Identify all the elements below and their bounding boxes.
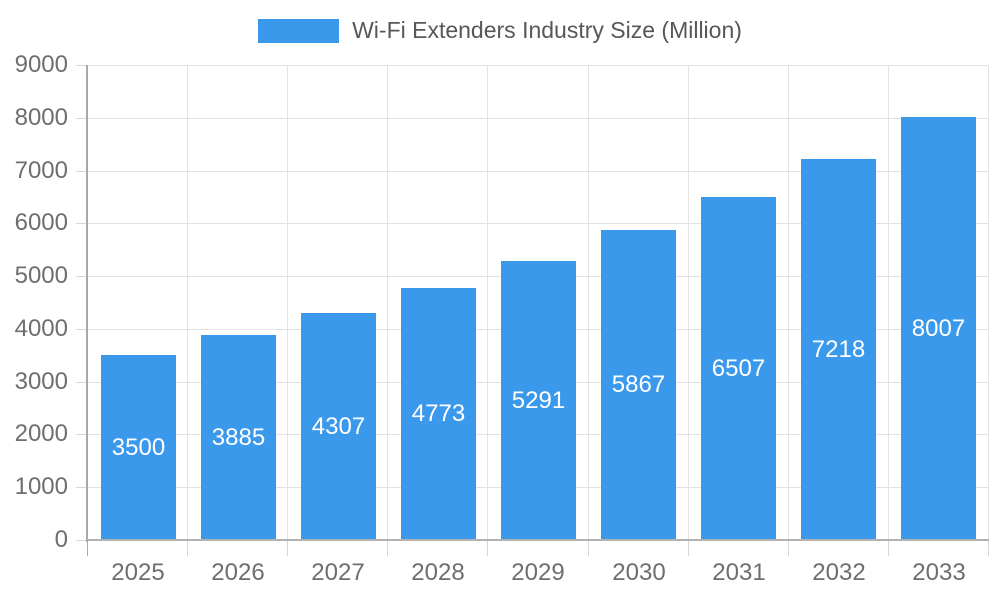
x-tick-label: 2029 <box>511 559 565 586</box>
x-tick-label: 2028 <box>411 559 465 586</box>
grid-line-horizontal <box>88 65 989 66</box>
grid-line-vertical <box>187 65 188 540</box>
y-axis-tick <box>76 223 88 224</box>
x-axis-tick <box>287 540 288 556</box>
x-axis-tick <box>788 540 789 556</box>
x-axis-tick <box>187 540 188 556</box>
x-axis-tick <box>688 540 689 556</box>
y-tick-label: 0 <box>54 526 68 553</box>
y-axis-tick <box>76 171 88 172</box>
legend-swatch <box>258 18 340 43</box>
bar-value-label: 3885 <box>211 423 266 451</box>
bar: 5867 <box>601 230 676 540</box>
y-axis-tick <box>76 329 88 330</box>
bar-value-label: 5291 <box>511 386 566 414</box>
y-axis-tick <box>76 487 88 488</box>
bar: 4307 <box>301 313 376 540</box>
grid-line-vertical <box>788 65 789 540</box>
grid-line-vertical <box>888 65 889 540</box>
y-tick-label: 5000 <box>14 262 68 289</box>
y-axis-tick <box>76 118 88 119</box>
bar: 7218 <box>801 159 876 540</box>
bar-value-label: 4307 <box>311 412 366 440</box>
x-tick-label: 2033 <box>912 559 966 586</box>
x-axis-tick <box>888 540 889 556</box>
y-tick-label: 1000 <box>14 473 68 500</box>
y-axis-tick <box>76 540 88 541</box>
bar: 3885 <box>201 335 276 540</box>
bar: 6507 <box>701 197 776 540</box>
x-axis-tick <box>588 540 589 556</box>
bar: 4773 <box>401 288 476 540</box>
x-axis-line <box>88 539 989 541</box>
x-axis-tick <box>988 540 989 556</box>
bar: 8007 <box>901 117 976 540</box>
x-tick-label: 2032 <box>812 559 866 586</box>
grid-line-horizontal <box>88 223 989 224</box>
x-axis-tick <box>487 540 488 556</box>
grid-line-horizontal <box>88 118 989 119</box>
bar-value-label: 7218 <box>811 335 866 363</box>
y-tick-label: 9000 <box>14 51 68 78</box>
x-tick-label: 2026 <box>211 559 265 586</box>
x-tick-label: 2027 <box>311 559 365 586</box>
x-axis-tick <box>87 540 88 556</box>
x-axis-tick <box>387 540 388 556</box>
legend-label: Wi-Fi Extenders Industry Size (Million) <box>352 17 742 43</box>
y-tick-label: 2000 <box>14 420 68 447</box>
y-axis-tick <box>76 434 88 435</box>
bar-value-label: 3500 <box>111 433 166 461</box>
y-axis-tick <box>76 382 88 383</box>
y-tick-label: 8000 <box>14 104 68 131</box>
bar-value-label: 5867 <box>611 371 666 398</box>
y-tick-label: 6000 <box>14 209 68 236</box>
grid-line-vertical <box>487 65 488 540</box>
grid-line-vertical <box>588 65 589 540</box>
grid-line-horizontal <box>88 171 989 172</box>
bar-value-label: 4773 <box>411 400 466 427</box>
y-tick-label: 3000 <box>14 368 68 395</box>
bar-value-label: 6507 <box>711 354 766 382</box>
bar: 3500 <box>101 355 176 540</box>
y-tick-label: 4000 <box>14 315 68 342</box>
grid-line-vertical <box>287 65 288 540</box>
x-tick-label: 2031 <box>712 559 766 586</box>
grid-line-vertical <box>688 65 689 540</box>
x-tick-label: 2025 <box>111 559 165 586</box>
grid-line-vertical <box>387 65 388 540</box>
y-axis-tick <box>76 276 88 277</box>
bar: 5291 <box>501 261 576 540</box>
grid-line-vertical <box>988 65 989 540</box>
y-axis-tick <box>76 65 88 66</box>
chart-legend: Wi-Fi Extenders Industry Size (Million) <box>0 17 1000 44</box>
bar-value-label: 8007 <box>911 314 966 342</box>
y-tick-label: 7000 <box>14 157 68 184</box>
x-tick-label: 2030 <box>612 559 666 586</box>
y-axis-line <box>86 65 88 542</box>
